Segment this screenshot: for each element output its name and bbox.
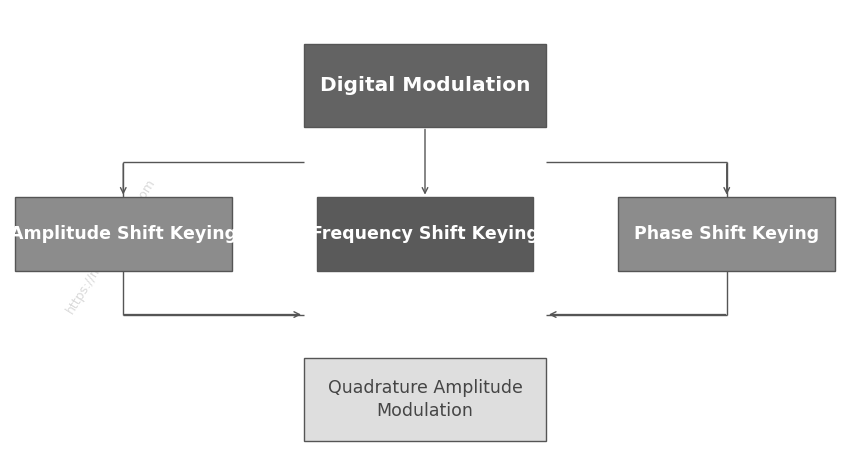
FancyBboxPatch shape (618, 198, 835, 271)
FancyBboxPatch shape (316, 198, 534, 271)
FancyBboxPatch shape (14, 198, 231, 271)
Text: Quadrature Amplitude
Modulation: Quadrature Amplitude Modulation (327, 379, 523, 420)
Text: https://microdigisoft.com: https://microdigisoft.com (64, 176, 157, 316)
Text: Digital Modulation: Digital Modulation (320, 76, 530, 95)
Text: Phase Shift Keying: Phase Shift Keying (634, 225, 819, 243)
Text: Frequency Shift Keying: Frequency Shift Keying (311, 225, 539, 243)
FancyBboxPatch shape (304, 359, 547, 441)
Text: Amplitude Shift Keying: Amplitude Shift Keying (9, 225, 237, 243)
FancyBboxPatch shape (304, 44, 547, 127)
